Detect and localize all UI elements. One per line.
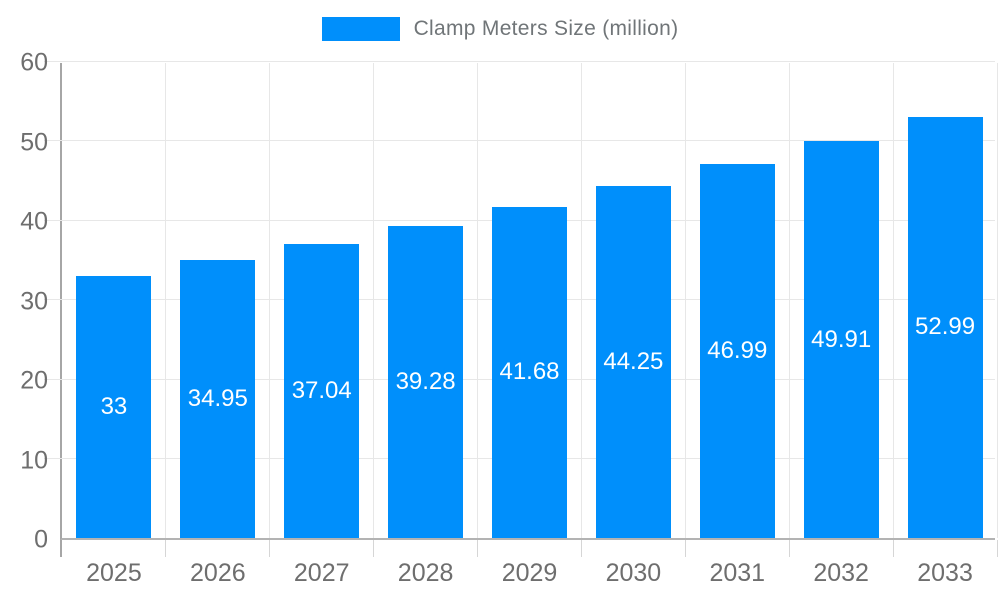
x-axis-label-2031: 2031	[709, 559, 766, 587]
bar-value-label-2027: 37.04	[291, 376, 352, 404]
gridline-x-6	[684, 63, 686, 538]
x-axis-label-2029: 2029	[501, 559, 558, 587]
bar-2025[interactable]: 33	[76, 275, 152, 538]
x-axis-tick-8	[892, 540, 894, 557]
x-axis-tick-4	[477, 540, 479, 557]
bar-value-label-2032: 49.91	[811, 325, 872, 353]
x-axis-label-2026: 2026	[190, 559, 246, 587]
bar-2026[interactable]: 34.95	[180, 260, 256, 538]
gridline-x-3	[373, 63, 375, 538]
bar-2032[interactable]: 49.91	[803, 141, 879, 538]
x-axis-label-2025: 2025	[86, 559, 142, 587]
x-axis-tick-1	[165, 540, 167, 557]
x-axis-tick-9	[996, 540, 998, 557]
bar-value-label-2031: 46.99	[707, 337, 768, 365]
gridline-x-4	[477, 63, 479, 538]
bar-value-label-2028: 39.28	[395, 367, 456, 395]
x-axis-tick-3	[373, 540, 375, 557]
chart-legend[interactable]: Clamp Meters Size (million)	[0, 17, 1000, 41]
bar-2028[interactable]: 39.28	[388, 225, 464, 538]
legend-series-label: Clamp Meters Size (million)	[413, 17, 679, 40]
bar-2033[interactable]: 52.99	[907, 116, 983, 538]
bar-2031[interactable]: 46.99	[699, 164, 775, 538]
x-axis-tick-2	[269, 540, 271, 557]
bar-value-label-2029: 41.68	[499, 358, 560, 386]
gridline-x-5	[580, 63, 582, 538]
bar-value-label-2026: 34.95	[187, 385, 248, 413]
x-axis-label-2027: 2027	[293, 559, 350, 587]
y-axis-label-40: 40	[20, 207, 48, 236]
y-axis-label-10: 10	[20, 446, 48, 474]
gridline-y-50	[44, 140, 995, 141]
gridline-x-7	[788, 63, 790, 538]
gridline-x-2	[269, 63, 271, 538]
bar-2027[interactable]: 37.04	[284, 243, 360, 538]
y-axis-label-30: 30	[20, 287, 48, 315]
gridline-x-8	[892, 63, 894, 538]
x-axis-tick-6	[684, 540, 686, 557]
y-axis-label-60: 60	[20, 48, 48, 77]
gridline-x-9	[996, 63, 998, 538]
y-axis-label-20: 20	[20, 366, 48, 395]
bar-2030[interactable]: 44.25	[595, 186, 671, 538]
bar-value-label-2025: 33	[100, 392, 128, 420]
x-axis-label-2033: 2033	[917, 559, 973, 587]
plot-area: 0 10 20 30 40 50 60 33 2025 34.95 2026 37.04 2027 39.…	[20, 49, 998, 587]
x-axis-label-2032: 2032	[813, 559, 869, 587]
y-axis-label-50: 50	[20, 128, 48, 156]
legend-swatch-icon	[321, 17, 400, 41]
gridline-y-60	[44, 60, 995, 62]
bar-2029[interactable]: 41.68	[492, 206, 567, 538]
y-axis-label-0: 0	[34, 525, 48, 554]
x-axis-tick-5	[580, 540, 582, 557]
x-axis-tick-0	[60, 540, 62, 557]
x-axis-label-2028: 2028	[397, 559, 454, 587]
x-axis-tick-7	[788, 540, 790, 557]
bar-value-label-2033: 52.99	[915, 313, 976, 341]
bar-value-label-2030: 44.25	[603, 348, 664, 376]
x-axis-label-2030: 2030	[605, 559, 662, 587]
gridline-x-1	[165, 63, 167, 538]
